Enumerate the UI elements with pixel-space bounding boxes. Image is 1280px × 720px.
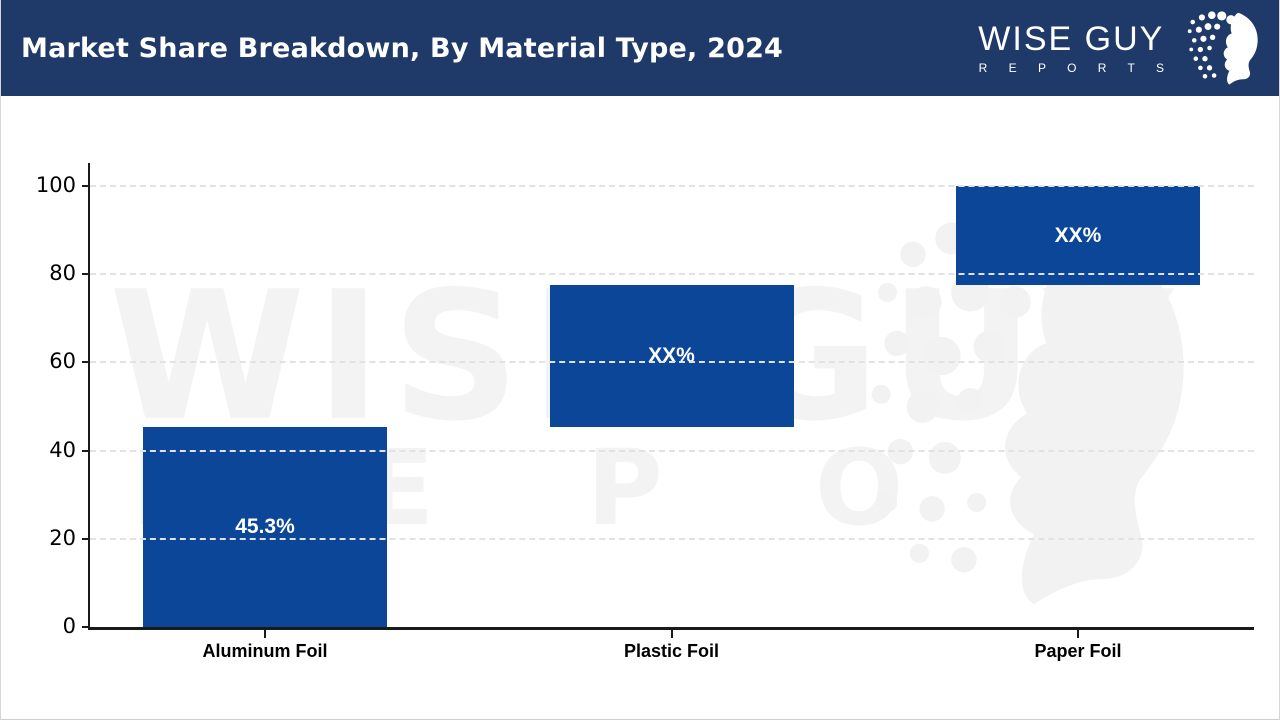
y-tick-label-80: 80 xyxy=(49,261,76,286)
y-axis-line xyxy=(88,163,90,629)
logo-text: WISE GUY R E P O R T S xyxy=(970,22,1173,75)
logo-head-icon xyxy=(1187,11,1258,85)
y-tick-label-20: 20 xyxy=(49,525,76,550)
bar-value-label: XX% xyxy=(1054,223,1102,247)
y-tick-80 xyxy=(82,273,89,276)
gridline-80 xyxy=(90,273,1254,276)
y-tick-label-40: 40 xyxy=(49,437,76,462)
page-title: Market Share Breakdown, By Material Type… xyxy=(21,32,784,64)
bar-value-label: 45.3% xyxy=(235,515,295,539)
bar-plastic-foil: XX% xyxy=(549,285,794,428)
bar-value-label: XX% xyxy=(648,344,695,368)
bar-paper-foil: XX% xyxy=(956,186,1200,286)
x-axis-line xyxy=(88,627,1254,630)
wiseguy-logo: WISE GUY R E P O R T S xyxy=(970,9,1263,87)
bar-aluminum-foil: 45.3% xyxy=(143,427,387,627)
gridline-60 xyxy=(90,361,1254,364)
y-tick-100 xyxy=(82,185,89,187)
x-category-label-2: Plastic Foil xyxy=(623,641,720,661)
x-tick-3 xyxy=(1077,629,1079,638)
y-tick-0 xyxy=(82,626,89,628)
x-tick-2 xyxy=(670,629,673,638)
x-category-label-3: Paper Foil xyxy=(1034,641,1122,661)
y-tick-40 xyxy=(82,449,89,452)
gridline-20 xyxy=(90,537,1254,540)
logo-subtitle: R E P O R T S xyxy=(978,60,1173,75)
x-tick-1 xyxy=(264,629,266,638)
logo-wordmark: WISE GUY xyxy=(978,19,1165,58)
gridline-40 xyxy=(90,449,1254,452)
x-category-label-1: Aluminum Foil xyxy=(202,641,328,661)
y-tick-60 xyxy=(82,361,89,364)
y-tick-label-60: 60 xyxy=(49,349,76,374)
y-tick-label-100: 100 xyxy=(35,173,76,197)
gridline-100 xyxy=(90,185,1254,187)
y-tick-20 xyxy=(82,537,89,540)
header: Market Share Breakdown, By Material Type… xyxy=(1,0,1279,96)
y-tick-label-0: 0 xyxy=(62,614,76,638)
